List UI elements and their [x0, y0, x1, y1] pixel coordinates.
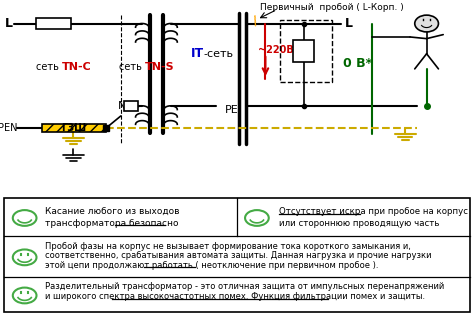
Circle shape — [13, 249, 36, 265]
Bar — [36, 19, 71, 29]
Text: трансформатора безопасно: трансформатора безопасно — [45, 219, 179, 227]
Bar — [280, 20, 332, 82]
Text: Первичный  пробой ( L-Корп. ): Первичный пробой ( L-Корп. ) — [260, 3, 404, 12]
Text: или стороннюю проводящую часть: или стороннюю проводящую часть — [279, 219, 439, 227]
Text: Касание любого из выходов: Касание любого из выходов — [45, 207, 180, 216]
Text: Отсутствует искра при пробое на корпус: Отсутствует искра при пробое на корпус — [279, 207, 468, 216]
Circle shape — [13, 210, 36, 226]
Bar — [42, 124, 106, 132]
Text: TN-C: TN-C — [62, 62, 91, 72]
Text: PE: PE — [224, 105, 238, 115]
Text: и широкого спектра высокочастотных помех. Функция фильтрации помех и защиты.: и широкого спектра высокочастотных помех… — [45, 292, 425, 301]
Text: этой цепи продолжают работать ( неотключение при первичном пробое ).: этой цепи продолжают работать ( неотключ… — [45, 261, 379, 270]
Bar — [124, 101, 138, 111]
Text: TN-S: TN-S — [145, 62, 174, 72]
Text: IT: IT — [191, 47, 204, 60]
Text: R: R — [301, 46, 307, 56]
Text: L: L — [345, 17, 352, 30]
Text: ГЗШ: ГЗШ — [61, 123, 86, 133]
Text: сеть: сеть — [118, 62, 145, 72]
Circle shape — [13, 288, 36, 303]
Text: L: L — [5, 17, 12, 30]
Circle shape — [245, 210, 269, 226]
Text: /: / — [251, 14, 259, 28]
Text: PEN: PEN — [0, 123, 18, 133]
Text: сеть: сеть — [36, 62, 62, 72]
Text: N: N — [118, 101, 127, 111]
Text: ~220В: ~220В — [258, 45, 294, 55]
Text: -сеть: -сеть — [204, 49, 234, 59]
Circle shape — [415, 15, 438, 32]
Bar — [293, 40, 314, 62]
Text: Пробой фазы на корпус не вызывает формирование тока короткого замыкания и,: Пробой фазы на корпус не вызывает формир… — [45, 242, 411, 251]
Text: соответственно, срабатывания автомата защиты. Данная нагрузка и прочие нагрузки: соответственно, срабатывания автомата за… — [45, 251, 431, 260]
Text: 0 В*: 0 В* — [343, 57, 373, 70]
Text: Разделительный трансформатор - это отличная защита от импульсных перенапряжений: Разделительный трансформатор - это отлич… — [45, 282, 444, 291]
